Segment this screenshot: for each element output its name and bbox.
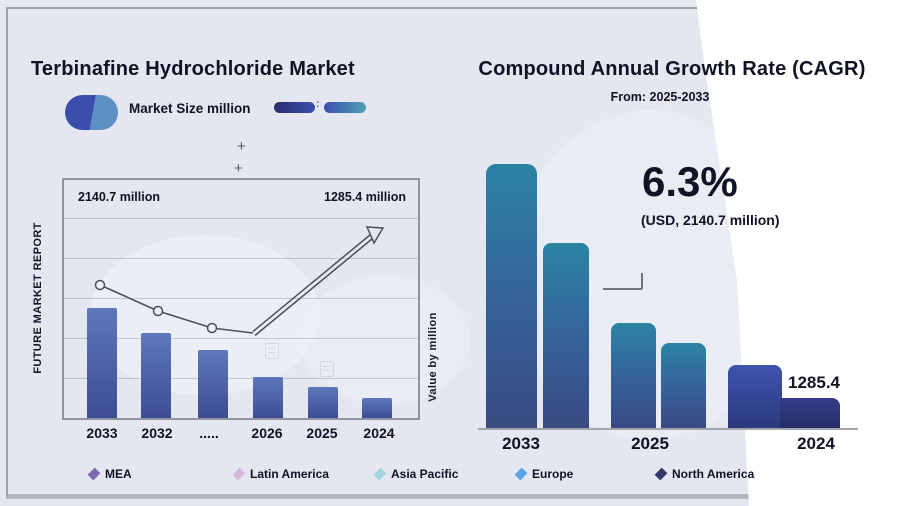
x-label: 2025 — [631, 434, 669, 453]
step-bracket-vertical — [641, 273, 643, 289]
cagr-value: 6.3% — [642, 158, 738, 205]
plus-mark-icon: + — [234, 160, 243, 177]
cagr-bar-2024-secondary — [780, 398, 840, 428]
legend-label: North America — [672, 467, 755, 481]
legend-item-europe: Europe — [514, 467, 574, 481]
x-label: 2024 — [363, 425, 395, 441]
trend-line-overlay — [94, 226, 385, 337]
gridline — [64, 338, 418, 339]
legend-label: Asia Pacific — [391, 467, 459, 481]
gridline — [64, 298, 418, 299]
ghost-clipboard-icon — [320, 361, 334, 377]
period-subtitle: From: 2025-2033 — [610, 90, 710, 104]
pill-teal-icon — [324, 102, 366, 113]
diamond-icon — [514, 467, 528, 481]
legend-label: Latin America — [250, 467, 329, 481]
cagr-bar-2025-primary — [611, 323, 656, 428]
gridline — [64, 258, 418, 259]
x-label: 2024 — [797, 434, 835, 453]
step-bracket-horizontal — [603, 288, 642, 290]
bar-2025 — [308, 387, 338, 418]
legend-label: Europe — [532, 467, 574, 481]
pill-separator: : — [316, 99, 320, 110]
bar-2032 — [141, 333, 171, 418]
x-label: 2033 — [502, 434, 540, 453]
cagr-bar-2033-primary — [486, 164, 537, 428]
ghost-clipboard-icon — [265, 343, 279, 359]
bar-2026 — [253, 377, 283, 418]
pill-dark-icon — [274, 102, 315, 113]
cagr-bar-2025-secondary — [661, 343, 706, 428]
x-axis-line — [478, 428, 858, 430]
legend-item-mea: MEA — [87, 467, 132, 481]
left-chart-plot-area: 2140.7 million 1285.4 million — [62, 178, 420, 420]
gridline — [64, 218, 418, 219]
x-label: ..... — [199, 425, 219, 441]
x-label: 2026 — [251, 425, 283, 441]
bar-2033 — [87, 308, 117, 418]
left-chart-title: Terbinafine Hydrochloride Market — [31, 58, 355, 80]
cagr-bar-2033-secondary — [543, 243, 589, 428]
start-value-label: 2140.7 million — [78, 190, 160, 204]
bar-gap-years — [198, 350, 228, 418]
value-2024-label: 1285.4 — [788, 373, 840, 392]
diamond-icon — [654, 467, 668, 481]
legend-item-north-america: North America — [654, 467, 755, 481]
series-label: Market Size million — [129, 101, 251, 116]
right-chart-title: Compound Annual Growth Rate (CAGR) — [478, 58, 866, 80]
watermark-vertical: FUTURE MARKET REPORT — [32, 222, 44, 374]
bar-2024 — [362, 398, 392, 418]
legend-label: MEA — [105, 467, 132, 481]
background-blob — [300, 275, 470, 405]
y-axis-label-vertical: Value by million — [427, 312, 439, 402]
diamond-icon — [373, 467, 387, 481]
legend-item-asia-pacific: Asia Pacific — [373, 467, 459, 481]
x-label: 2032 — [141, 425, 173, 441]
cagr-context: (USD, 2140.7 million) — [641, 212, 780, 228]
diamond-icon — [87, 467, 101, 481]
end-value-label: 1285.4 million — [324, 190, 406, 204]
x-label: 2025 — [306, 425, 338, 441]
gridline — [64, 378, 418, 379]
cagr-bar-2024-primary — [728, 365, 782, 428]
plus-mark-icon: + — [237, 138, 246, 155]
legend-item-latin-america: Latin America — [232, 467, 329, 481]
diamond-icon — [232, 467, 246, 481]
x-label: 2033 — [86, 425, 118, 441]
capsule-pill-icon — [65, 95, 118, 130]
